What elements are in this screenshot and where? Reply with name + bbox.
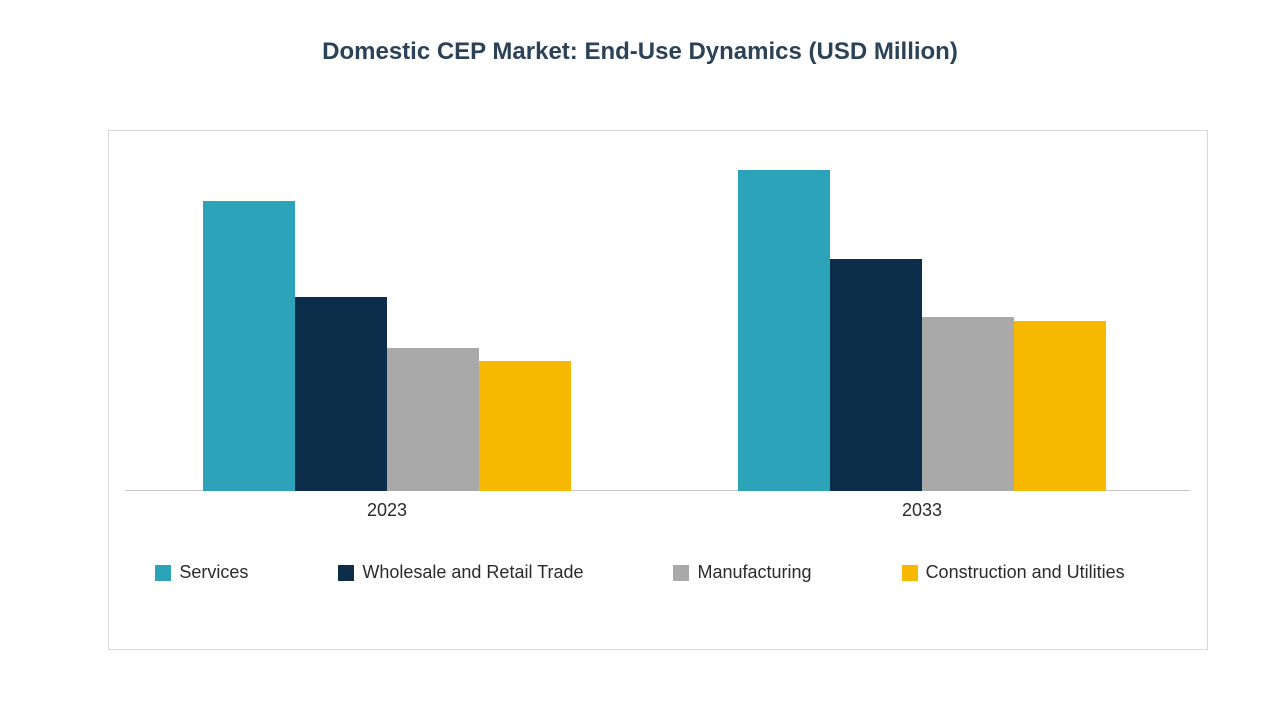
plot-area — [125, 150, 1190, 491]
legend-swatch — [338, 565, 354, 581]
bar — [295, 297, 387, 491]
bar — [738, 170, 830, 491]
legend-label: Manufacturing — [697, 562, 811, 583]
bar — [1014, 321, 1106, 492]
bar — [830, 259, 922, 491]
legend-swatch — [673, 565, 689, 581]
chart-title: Domestic CEP Market: End-Use Dynamics (U… — [0, 38, 1280, 66]
legend-item: Services — [155, 562, 248, 583]
bar — [387, 348, 479, 491]
x-tick-label: 2023 — [367, 500, 407, 521]
legend-swatch — [155, 565, 171, 581]
legend-label: Services — [179, 562, 248, 583]
legend-label: Wholesale and Retail Trade — [362, 562, 583, 583]
legend-label: Construction and Utilities — [926, 562, 1125, 583]
legend-item: Manufacturing — [673, 562, 811, 583]
bar — [922, 317, 1014, 491]
legend-item: Construction and Utilities — [902, 562, 1125, 583]
legend-item: Wholesale and Retail Trade — [338, 562, 583, 583]
chart-legend: Services Wholesale and Retail Trade Manufa… — [0, 562, 1280, 583]
x-tick-label: 2033 — [902, 500, 942, 521]
bar — [203, 201, 295, 491]
bar — [479, 361, 571, 491]
legend-swatch — [902, 565, 918, 581]
